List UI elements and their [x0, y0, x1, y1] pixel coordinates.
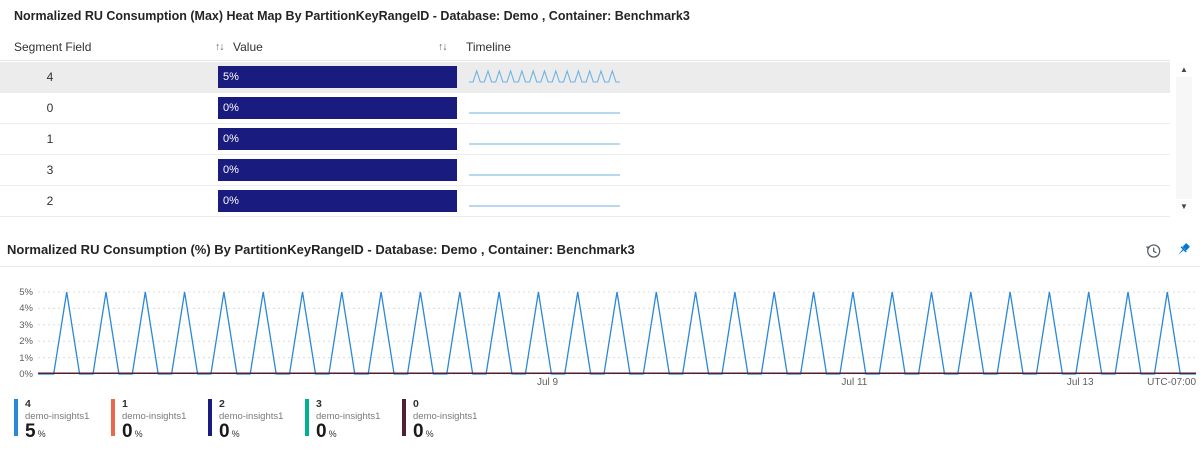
legend-unit: % — [134, 429, 143, 439]
column-header-timeline[interactable]: Timeline — [466, 40, 511, 54]
legend-text: 0 demo-insights1 0% — [413, 399, 477, 443]
x-axis-tick-label: Jul 11 — [841, 377, 868, 388]
heatmap-title: Normalized RU Consumption (Max) Heat Map… — [14, 9, 690, 23]
legend-scope: demo-insights1 — [25, 411, 90, 422]
legend-scope: demo-insights1 — [122, 411, 187, 422]
column-header-value[interactable]: Value — [233, 40, 263, 54]
x-axis-tick-label: Jul 13 — [1066, 377, 1094, 388]
legend-series-name: 2 — [219, 398, 225, 410]
y-axis-tick-label: 0% — [19, 369, 33, 380]
table-row[interactable]: 4 5% — [0, 62, 1170, 93]
legend-value: 5 — [25, 421, 36, 442]
timeline-sparkline — [469, 174, 620, 176]
y-axis-labels: 5% 4% 3% 2% 1% 0% — [0, 287, 33, 380]
legend-color-bar — [305, 399, 309, 436]
y-axis-tick-label: 3% — [19, 319, 33, 331]
segment-value: 4 — [46, 70, 54, 84]
table-row[interactable]: 1 0% — [0, 124, 1170, 155]
table-row[interactable]: 0 0% — [0, 93, 1170, 124]
heatmap-header-row: Segment Field ↑↓ Value ↑↓ Timeline — [0, 34, 1170, 61]
legend-item[interactable]: 2 demo-insights1 0% — [208, 399, 305, 443]
time-range-button[interactable] — [1142, 239, 1164, 261]
legend-item[interactable]: 3 demo-insights1 0% — [305, 399, 402, 443]
legend-color-bar — [111, 399, 115, 436]
pin-icon — [1178, 243, 1190, 255]
y-axis-tick-label: 2% — [19, 336, 33, 348]
x-axis-tick-label: Jul 9 — [536, 377, 559, 388]
legend-scope: demo-insights1 — [316, 411, 381, 422]
legend-series-name: 3 — [316, 398, 322, 410]
legend-color-bar — [208, 399, 212, 436]
timeline-sparkline — [469, 143, 620, 145]
legend-item[interactable]: 1 demo-insights1 0% — [111, 399, 208, 443]
y-axis-tick-label: 4% — [19, 303, 33, 315]
legend-series-name: 4 — [25, 398, 31, 410]
table-row[interactable]: 3 0% — [0, 155, 1170, 186]
scrollbar-track[interactable] — [1176, 77, 1192, 199]
chart-plot — [38, 291, 1196, 375]
legend-value: 0 — [316, 421, 327, 442]
chart-title: Normalized RU Consumption (%) By Partiti… — [7, 242, 635, 257]
legend-value: 0 — [219, 421, 230, 442]
segment-value: 0 — [46, 101, 54, 115]
timeline-sparkline — [469, 69, 620, 83]
heatmap-body: 4 5% 0 0% 1 0% 3 0% 2 0% — [0, 62, 1170, 217]
legend-value: 0 — [122, 421, 133, 442]
legend-text: 3 demo-insights1 0% — [316, 399, 380, 443]
y-axis-tick-label: 5% — [19, 287, 33, 298]
legend-item[interactable]: 4 demo-insights1 5% — [14, 399, 111, 443]
value-bar: 0% — [218, 128, 457, 150]
legend-scope: demo-insights1 — [219, 411, 284, 422]
legend-unit: % — [231, 429, 240, 439]
column-header-segment-field[interactable]: Segment Field — [14, 40, 92, 54]
y-axis-tick-label: 1% — [19, 352, 33, 364]
value-bar: 0% — [218, 190, 457, 212]
scrollbar[interactable]: ▲ ▼ — [1176, 62, 1192, 214]
legend-item[interactable]: 0 demo-insights1 0% — [402, 399, 499, 443]
legend-series-name: 0 — [413, 398, 419, 410]
legend-scope: demo-insights1 — [413, 411, 478, 422]
timeline-sparkline — [469, 205, 620, 207]
timezone-label: UTC-07:00 — [1147, 377, 1196, 388]
value-bar: 5% — [218, 66, 457, 88]
chart-legend: 4 demo-insights1 5% 1 demo-insights1 0% … — [14, 399, 499, 443]
legend-unit: % — [425, 429, 434, 439]
legend-value: 0 — [413, 421, 424, 442]
segment-value: 2 — [46, 194, 54, 208]
value-bar: 0% — [218, 159, 457, 181]
table-row[interactable]: 2 0% — [0, 186, 1170, 217]
sort-icon-segment-field[interactable]: ↑↓ — [215, 41, 224, 53]
segment-value: 3 — [46, 163, 54, 177]
legend-text: 1 demo-insights1 0% — [122, 399, 186, 443]
history-icon — [1145, 243, 1160, 258]
legend-color-bar — [402, 399, 406, 436]
scroll-up-icon[interactable]: ▲ — [1176, 62, 1192, 77]
legend-text: 4 demo-insights1 5% — [25, 399, 89, 443]
legend-unit: % — [328, 429, 337, 439]
chart-header: Normalized RU Consumption (%) By Partiti… — [0, 234, 1200, 267]
legend-unit: % — [37, 429, 46, 439]
value-bar: 0% — [218, 97, 457, 119]
sort-icon-value[interactable]: ↑↓ — [438, 41, 447, 53]
pin-button[interactable] — [1172, 239, 1194, 261]
timeline-sparkline — [469, 112, 620, 114]
legend-color-bar — [14, 399, 18, 436]
segment-value: 1 — [46, 132, 54, 146]
x-axis-labels: UTC-07:00 Jul 9 Jul 11 Jul 13 — [0, 377, 1200, 391]
scroll-down-icon[interactable]: ▼ — [1176, 199, 1192, 214]
legend-text: 2 demo-insights1 0% — [219, 399, 283, 443]
legend-series-name: 1 — [122, 398, 128, 410]
